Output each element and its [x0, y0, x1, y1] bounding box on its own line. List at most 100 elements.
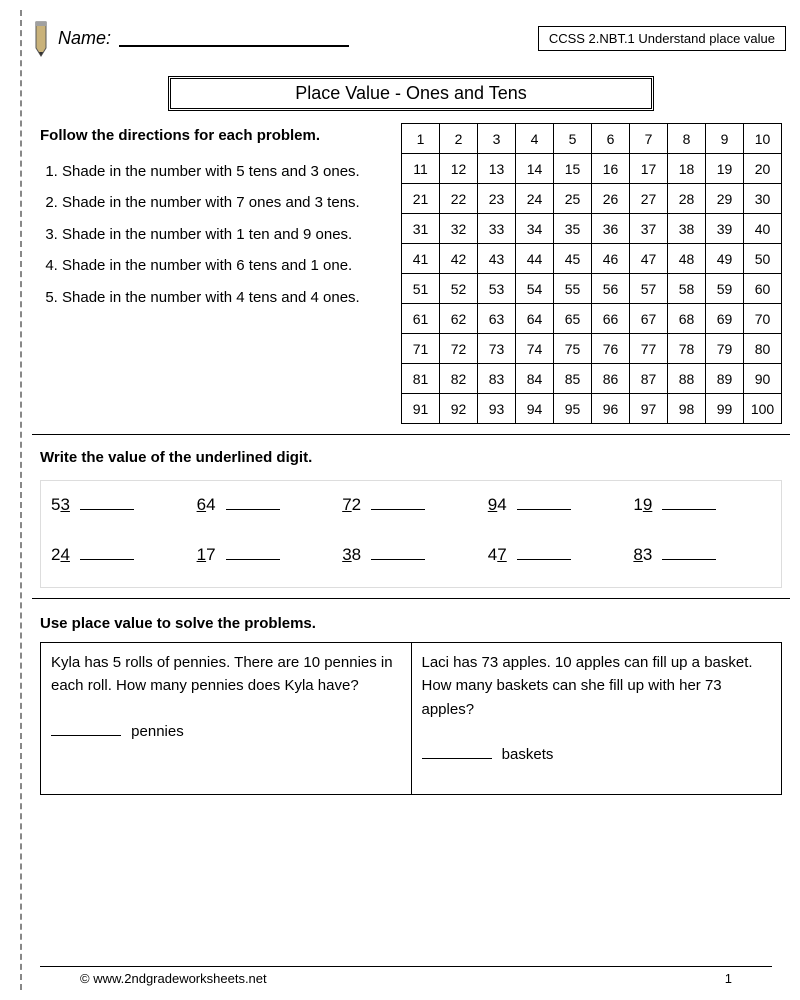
hundred-chart-cell[interactable]: 67 [630, 304, 668, 334]
hundred-chart-cell[interactable]: 36 [592, 214, 630, 244]
hundred-chart-cell[interactable]: 40 [744, 214, 782, 244]
hundred-chart-cell[interactable]: 82 [440, 364, 478, 394]
hundred-chart-cell[interactable]: 59 [706, 274, 744, 304]
hundred-chart-cell[interactable]: 79 [706, 334, 744, 364]
hundred-chart-cell[interactable]: 39 [706, 214, 744, 244]
hundred-chart-cell[interactable]: 53 [478, 274, 516, 304]
hundred-chart-cell[interactable]: 19 [706, 154, 744, 184]
hundred-chart-cell[interactable]: 50 [744, 244, 782, 274]
hundred-chart-cell[interactable]: 38 [668, 214, 706, 244]
hundred-chart-cell[interactable]: 90 [744, 364, 782, 394]
hundred-chart-cell[interactable]: 26 [592, 184, 630, 214]
hundred-chart-cell[interactable]: 81 [402, 364, 440, 394]
hundred-chart-cell[interactable]: 37 [630, 214, 668, 244]
hundred-chart-cell[interactable]: 33 [478, 214, 516, 244]
hundred-chart-cell[interactable]: 58 [668, 274, 706, 304]
hundred-chart-cell[interactable]: 89 [706, 364, 744, 394]
hundred-chart-cell[interactable]: 11 [402, 154, 440, 184]
hundred-chart-cell[interactable]: 60 [744, 274, 782, 304]
hundred-chart-cell[interactable]: 6 [592, 124, 630, 154]
hundred-chart-cell[interactable]: 22 [440, 184, 478, 214]
hundred-chart-cell[interactable]: 14 [516, 154, 554, 184]
hundred-chart-cell[interactable]: 4 [516, 124, 554, 154]
hundred-chart-cell[interactable]: 7 [630, 124, 668, 154]
digit-answer-line[interactable] [371, 546, 425, 560]
digit-answer-line[interactable] [80, 496, 134, 510]
hundred-chart-cell[interactable]: 76 [592, 334, 630, 364]
hundred-chart-cell[interactable]: 1 [402, 124, 440, 154]
hundred-chart-cell[interactable]: 27 [630, 184, 668, 214]
hundred-chart-cell[interactable]: 41 [402, 244, 440, 274]
hundred-chart-cell[interactable]: 32 [440, 214, 478, 244]
digit-answer-line[interactable] [517, 546, 571, 560]
hundred-chart-cell[interactable]: 85 [554, 364, 592, 394]
digit-answer-line[interactable] [80, 546, 134, 560]
hundred-chart-cell[interactable]: 62 [440, 304, 478, 334]
hundred-chart-cell[interactable]: 10 [744, 124, 782, 154]
hundred-chart-cell[interactable]: 54 [516, 274, 554, 304]
hundred-chart-cell[interactable]: 63 [478, 304, 516, 334]
hundred-chart-cell[interactable]: 17 [630, 154, 668, 184]
hundred-chart-cell[interactable]: 20 [744, 154, 782, 184]
hundred-chart-cell[interactable]: 13 [478, 154, 516, 184]
digit-answer-line[interactable] [226, 546, 280, 560]
hundred-chart-cell[interactable]: 45 [554, 244, 592, 274]
hundred-chart-cell[interactable]: 44 [516, 244, 554, 274]
hundred-chart-cell[interactable]: 98 [668, 394, 706, 424]
hundred-chart-cell[interactable]: 24 [516, 184, 554, 214]
hundred-chart-cell[interactable]: 61 [402, 304, 440, 334]
hundred-chart-cell[interactable]: 51 [402, 274, 440, 304]
name-input-line[interactable] [119, 29, 349, 47]
hundred-chart-cell[interactable]: 52 [440, 274, 478, 304]
hundred-chart-cell[interactable]: 91 [402, 394, 440, 424]
hundred-chart-cell[interactable]: 57 [630, 274, 668, 304]
hundred-chart-cell[interactable]: 48 [668, 244, 706, 274]
digit-answer-line[interactable] [371, 496, 425, 510]
hundred-chart-cell[interactable]: 15 [554, 154, 592, 184]
hundred-chart-cell[interactable]: 56 [592, 274, 630, 304]
hundred-chart-cell[interactable]: 75 [554, 334, 592, 364]
hundred-chart-cell[interactable]: 21 [402, 184, 440, 214]
hundred-chart-cell[interactable]: 99 [706, 394, 744, 424]
hundred-chart-cell[interactable]: 96 [592, 394, 630, 424]
hundred-chart-cell[interactable]: 49 [706, 244, 744, 274]
hundred-chart-cell[interactable]: 42 [440, 244, 478, 274]
digit-answer-line[interactable] [226, 496, 280, 510]
hundred-chart-cell[interactable]: 34 [516, 214, 554, 244]
answer-blank[interactable] [422, 745, 492, 759]
hundred-chart-cell[interactable]: 69 [706, 304, 744, 334]
hundred-chart-cell[interactable]: 74 [516, 334, 554, 364]
hundred-chart-cell[interactable]: 73 [478, 334, 516, 364]
hundred-chart-cell[interactable]: 94 [516, 394, 554, 424]
hundred-chart-cell[interactable]: 86 [592, 364, 630, 394]
hundred-chart-cell[interactable]: 66 [592, 304, 630, 334]
hundred-chart-cell[interactable]: 55 [554, 274, 592, 304]
hundred-chart-cell[interactable]: 18 [668, 154, 706, 184]
hundred-chart-cell[interactable]: 65 [554, 304, 592, 334]
hundred-chart-cell[interactable]: 72 [440, 334, 478, 364]
hundred-chart-cell[interactable]: 77 [630, 334, 668, 364]
hundred-chart-cell[interactable]: 87 [630, 364, 668, 394]
digit-answer-line[interactable] [662, 546, 716, 560]
hundred-chart-cell[interactable]: 25 [554, 184, 592, 214]
hundred-chart-cell[interactable]: 84 [516, 364, 554, 394]
answer-blank[interactable] [51, 722, 121, 736]
digit-answer-line[interactable] [662, 496, 716, 510]
hundred-chart-cell[interactable]: 47 [630, 244, 668, 274]
hundred-chart-cell[interactable]: 68 [668, 304, 706, 334]
hundred-chart-cell[interactable]: 80 [744, 334, 782, 364]
hundred-chart-cell[interactable]: 12 [440, 154, 478, 184]
digit-answer-line[interactable] [517, 496, 571, 510]
hundred-chart-cell[interactable]: 83 [478, 364, 516, 394]
hundred-chart-cell[interactable]: 35 [554, 214, 592, 244]
hundred-chart-cell[interactable]: 64 [516, 304, 554, 334]
hundred-chart-cell[interactable]: 97 [630, 394, 668, 424]
hundred-chart-cell[interactable]: 29 [706, 184, 744, 214]
hundred-chart-cell[interactable]: 9 [706, 124, 744, 154]
hundred-chart-cell[interactable]: 16 [592, 154, 630, 184]
hundred-chart-cell[interactable]: 92 [440, 394, 478, 424]
hundred-chart-cell[interactable]: 70 [744, 304, 782, 334]
hundred-chart-cell[interactable]: 23 [478, 184, 516, 214]
hundred-chart-cell[interactable]: 3 [478, 124, 516, 154]
hundred-chart-cell[interactable]: 88 [668, 364, 706, 394]
